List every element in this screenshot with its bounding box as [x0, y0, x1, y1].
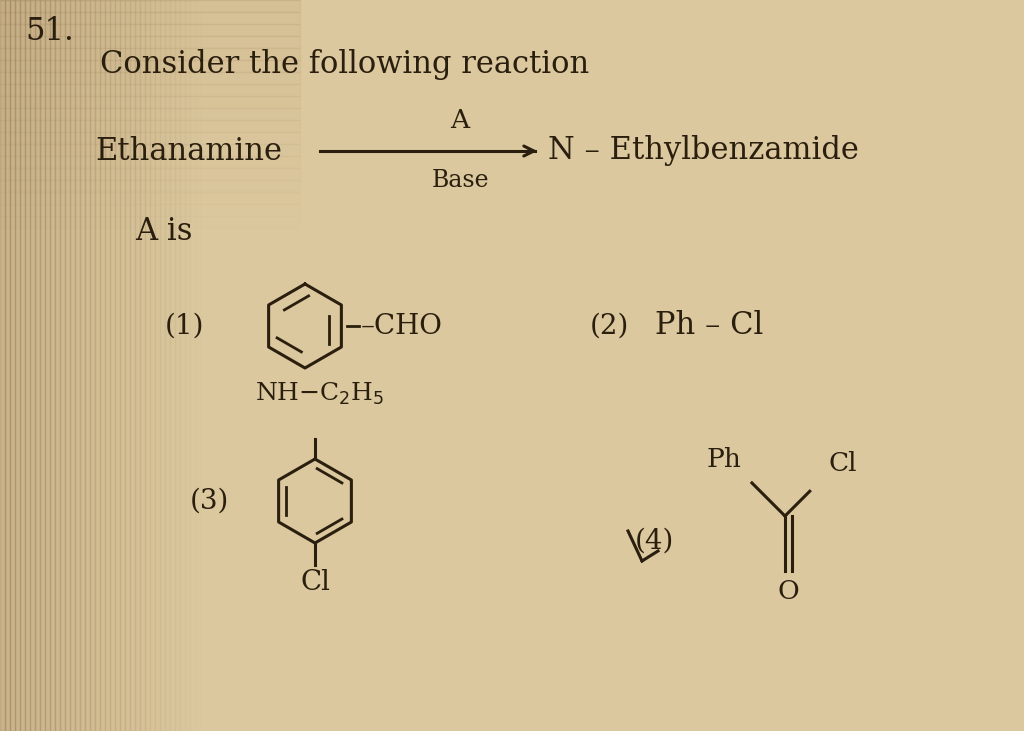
Bar: [85, 0, 90, 731]
Text: (4): (4): [635, 528, 675, 555]
Bar: [70, 0, 75, 731]
Bar: [95, 0, 100, 731]
Bar: [120, 0, 125, 731]
Bar: [0, 84, 300, 96]
Text: Consider the following reaction: Consider the following reaction: [100, 49, 589, 80]
Bar: [185, 0, 190, 731]
Text: Ethanamine: Ethanamine: [95, 135, 282, 167]
Text: Cl: Cl: [300, 569, 330, 596]
Bar: [0, 72, 300, 84]
Bar: [100, 0, 105, 731]
Text: Ph – Cl: Ph – Cl: [655, 311, 763, 341]
Bar: [0, 156, 300, 168]
Bar: [160, 0, 165, 731]
Bar: [65, 0, 70, 731]
Bar: [105, 0, 110, 731]
Bar: [0, 216, 300, 228]
Bar: [45, 0, 50, 731]
Bar: [55, 0, 60, 731]
Text: N – Ethylbenzamide: N – Ethylbenzamide: [548, 135, 859, 167]
Text: (1): (1): [165, 312, 205, 339]
Bar: [5, 0, 10, 731]
Bar: [0, 24, 300, 36]
Bar: [125, 0, 130, 731]
Bar: [135, 0, 140, 731]
Bar: [180, 0, 185, 731]
Bar: [0, 0, 300, 12]
Bar: [0, 0, 5, 731]
Bar: [195, 0, 200, 731]
Bar: [170, 0, 175, 731]
Text: –CHO: –CHO: [361, 312, 442, 339]
Bar: [0, 120, 300, 132]
Bar: [0, 144, 300, 156]
Text: 51.: 51.: [25, 16, 74, 47]
Bar: [150, 0, 155, 731]
Bar: [50, 0, 55, 731]
Bar: [115, 0, 120, 731]
Text: Base: Base: [431, 169, 488, 192]
Bar: [155, 0, 160, 731]
Bar: [60, 0, 65, 731]
Bar: [0, 168, 300, 180]
Bar: [10, 0, 15, 731]
Text: A is: A is: [135, 216, 193, 247]
Bar: [35, 0, 40, 731]
Bar: [0, 180, 300, 192]
Bar: [145, 0, 150, 731]
Bar: [0, 192, 300, 204]
Bar: [110, 0, 115, 731]
Bar: [0, 96, 300, 108]
Text: (3): (3): [190, 488, 229, 515]
Text: NH$-$C$_2$H$_5$: NH$-$C$_2$H$_5$: [255, 381, 385, 407]
Bar: [20, 0, 25, 731]
Bar: [165, 0, 170, 731]
Bar: [75, 0, 80, 731]
Bar: [80, 0, 85, 731]
Bar: [190, 0, 195, 731]
Text: Cl: Cl: [828, 450, 857, 476]
Bar: [15, 0, 20, 731]
Text: (2): (2): [590, 312, 630, 339]
Bar: [40, 0, 45, 731]
Bar: [0, 132, 300, 144]
Bar: [90, 0, 95, 731]
Bar: [30, 0, 35, 731]
Bar: [130, 0, 135, 731]
Bar: [0, 48, 300, 60]
Text: O: O: [777, 579, 799, 604]
Bar: [0, 108, 300, 120]
Bar: [140, 0, 145, 731]
Bar: [0, 60, 300, 72]
Bar: [0, 12, 300, 24]
Bar: [0, 204, 300, 216]
Bar: [175, 0, 180, 731]
Text: A: A: [451, 108, 470, 133]
Bar: [25, 0, 30, 731]
Bar: [0, 36, 300, 48]
Text: Ph: Ph: [707, 447, 741, 472]
